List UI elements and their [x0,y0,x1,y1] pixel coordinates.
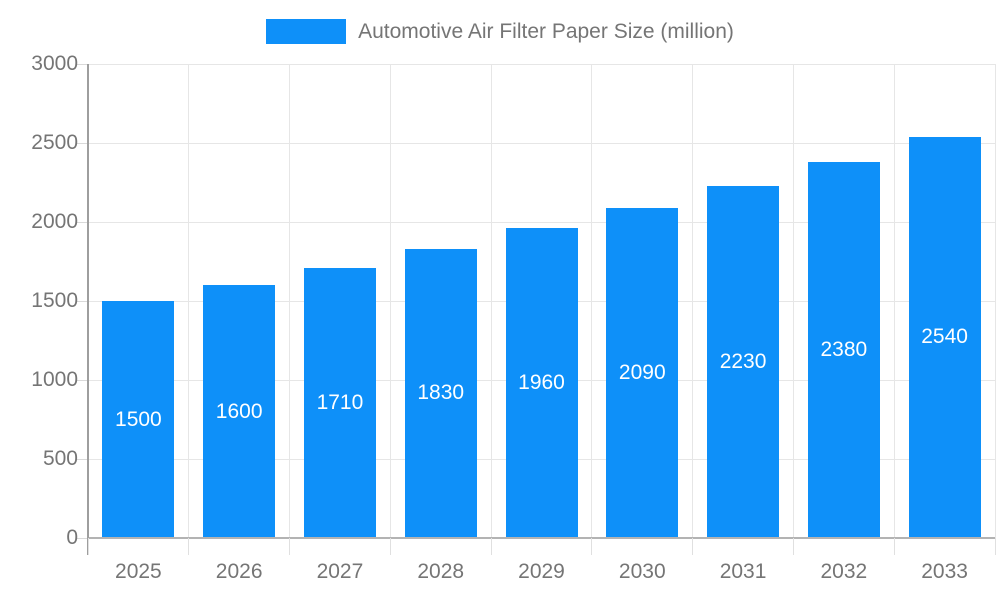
x-axis-tick [289,538,291,555]
x-axis-label: 2031 [719,560,767,583]
y-axis-tick [77,380,87,381]
h-gridline [88,63,995,65]
bar-2031[interactable]: 2230 [707,185,780,538]
bar-value-label: 1830 [417,381,465,405]
bar-2032[interactable]: 2380 [807,161,880,538]
bar-2029[interactable]: 1960 [505,228,578,538]
v-gridline [994,64,996,538]
y-axis-label: 3000 [31,52,78,75]
bar-value-label: 2230 [719,349,767,373]
x-axis-tick [893,538,895,555]
x-axis-label: 2032 [820,560,868,583]
v-gridline [188,64,190,538]
bar-value-label: 1500 [115,407,162,431]
bar-2026[interactable]: 1600 [203,285,276,538]
y-axis-tick [77,222,87,223]
plot-area: 1500 1600 1710 1830 1960 2090 2230 2380 2540 0 50… [31,52,996,583]
bar-2030[interactable]: 2090 [606,207,679,538]
bar-2025[interactable]: 1500 [102,301,175,538]
legend: Automotive Air Filter Paper Size (millio… [0,19,1000,44]
x-axis-label: 2026 [215,560,263,583]
y-axis-tick [77,301,87,302]
x-axis-label: 2028 [417,560,465,583]
bar-value-label: 1600 [215,399,263,423]
x-axis-label: 2027 [316,560,364,583]
x-axis-tick [188,538,190,555]
bar-2028[interactable]: 1830 [404,248,477,538]
x-axis-label: 2025 [115,560,162,583]
legend-swatch[interactable] [266,19,347,44]
y-axis-label: 0 [66,526,78,549]
x-axis-tick [389,538,391,555]
y-axis-line [87,64,89,555]
bar-value-label: 2540 [921,325,968,349]
y-axis-label: 1500 [31,289,78,312]
bar-value-label: 1710 [316,390,364,414]
v-gridline [692,64,694,538]
v-gridline [289,64,291,538]
bar-2027[interactable]: 1710 [303,267,376,538]
h-gridline [88,142,995,144]
x-axis-tick [792,538,794,555]
v-gridline [792,64,794,538]
x-axis-tick [87,538,89,555]
v-gridline [389,64,391,538]
x-axis-label: 2030 [618,560,666,583]
y-axis-label: 500 [42,447,78,470]
v-gridline [591,64,593,538]
x-axis-tick [490,538,492,555]
y-axis-tick [77,459,87,460]
y-axis-tick [77,64,87,65]
y-axis-label: 2500 [31,131,78,154]
y-axis-label: 2000 [31,210,78,233]
bar-value-label: 2380 [820,337,868,361]
x-axis-label: 2033 [921,560,968,583]
x-axis-tick [994,538,996,555]
y-axis-label: 1000 [31,368,78,391]
bar-2033[interactable]: 2540 [908,136,981,538]
y-axis-tick [77,143,87,144]
x-axis-tick [692,538,694,555]
v-gridline [893,64,895,538]
legend-label[interactable]: Automotive Air Filter Paper Size (millio… [358,19,734,43]
bar-value-label: 2090 [618,360,666,384]
bar-value-label: 1960 [518,371,565,395]
x-axis-line [88,537,995,539]
x-axis-tick [591,538,593,555]
h-gridline [88,221,995,223]
y-axis-tick [77,538,87,539]
x-axis-label: 2029 [518,560,565,583]
v-gridline [490,64,492,538]
